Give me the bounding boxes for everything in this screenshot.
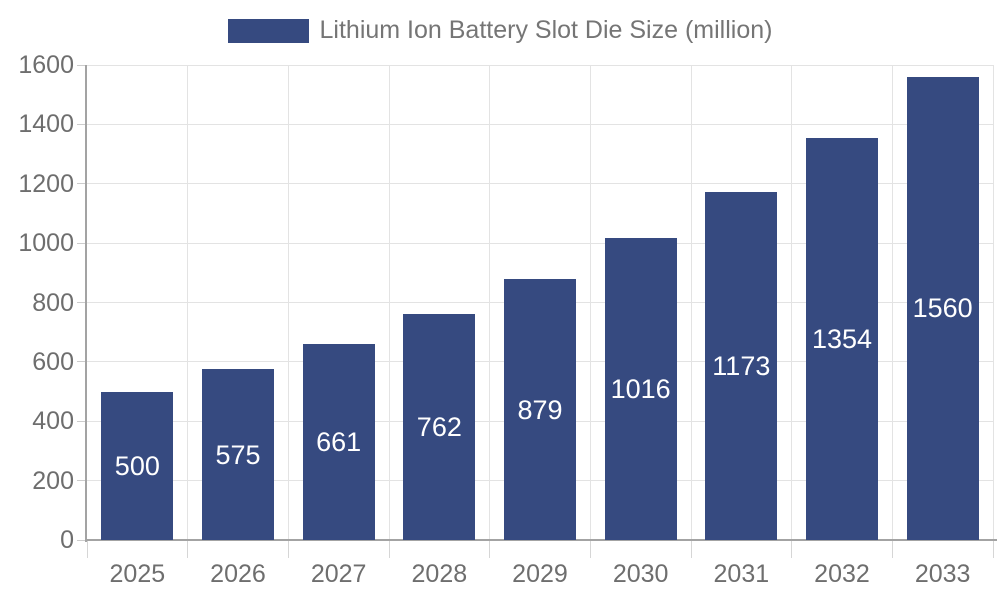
x-axis-tick [388, 541, 390, 558]
y-tick-label: 1000 [18, 229, 74, 258]
bar-value-label: 1560 [912, 293, 973, 324]
bar-value-label: 1173 [712, 350, 771, 381]
bar[interactable] [906, 76, 979, 540]
x-axis-tick [86, 541, 88, 558]
x-tick-label: 2025 [109, 560, 166, 588]
bar[interactable] [504, 279, 576, 540]
x-tick-label: 2033 [914, 560, 971, 588]
x-axis-tick [287, 541, 289, 558]
gridline-vertical [589, 65, 591, 540]
x-axis-tick [690, 541, 692, 558]
y-axis-tick [77, 242, 87, 244]
bar[interactable] [101, 391, 174, 540]
x-axis-tick [791, 541, 793, 558]
gridline-vertical [690, 65, 692, 540]
bar-value-label: 762 [416, 411, 462, 442]
x-tick-label: 2028 [411, 560, 468, 588]
y-axis-tick [77, 64, 87, 66]
y-tick-label: 1200 [18, 169, 74, 198]
bar[interactable] [302, 343, 375, 540]
y-axis-tick [77, 123, 87, 125]
bar[interactable] [806, 138, 878, 540]
bar-value-label: 1354 [811, 324, 873, 355]
gridline-vertical [187, 65, 189, 540]
x-axis-tick [489, 541, 491, 558]
x-tick-label: 2030 [612, 560, 669, 588]
x-tick-label: 2026 [210, 560, 266, 588]
gridline-vertical [791, 65, 793, 540]
gridline-vertical [489, 65, 491, 540]
x-tick-label: 2027 [310, 560, 367, 588]
x-tick-label: 2031 [713, 560, 770, 588]
x-tick-label: 2029 [512, 560, 568, 588]
y-axis-tick [77, 183, 87, 185]
x-axis-tick [589, 541, 591, 558]
y-axis-tick [77, 539, 87, 541]
x-axis-tick [891, 541, 893, 558]
x-axis-tick [187, 541, 189, 558]
bar-value-label: 500 [114, 450, 160, 481]
y-axis-tick [77, 302, 87, 303]
gridline-horizontal [87, 64, 993, 66]
legend-label: Lithium Ion Battery Slot Die Size (milli… [319, 16, 773, 44]
y-tick-label: 1600 [18, 51, 74, 79]
y-axis-line [85, 65, 87, 542]
y-tick-label: 800 [32, 288, 74, 317]
y-axis-tick [77, 361, 87, 363]
x-tick-label: 2032 [814, 560, 870, 588]
y-axis-tick [77, 420, 87, 422]
y-axis-tick [77, 480, 87, 482]
bar-value-label: 1016 [610, 374, 671, 405]
bar-value-label: 575 [215, 439, 261, 470]
gridline-horizontal [87, 123, 993, 125]
gridline-vertical [287, 65, 289, 540]
y-tick-label: 200 [32, 466, 74, 495]
legend-swatch-icon[interactable] [227, 18, 309, 43]
y-tick-label: 400 [32, 407, 74, 436]
y-tick-label: 600 [32, 347, 74, 376]
bar-value-label: 661 [316, 426, 362, 457]
bar[interactable] [604, 238, 677, 540]
bar-value-label: 879 [517, 394, 563, 425]
x-axis-tick [992, 541, 994, 558]
legend-item[interactable]: Lithium Ion Battery Slot Die Size (milli… [0, 16, 1000, 45]
x-axis-line [85, 539, 997, 541]
bar[interactable] [202, 369, 274, 540]
gridline-vertical [891, 65, 893, 540]
gridline-horizontal [87, 183, 993, 185]
y-tick-label: 0 [60, 526, 74, 554]
gridline-vertical [992, 65, 994, 540]
y-tick-label: 1400 [18, 110, 74, 139]
bar[interactable] [403, 313, 476, 540]
bar[interactable] [705, 191, 778, 540]
gridline-horizontal [87, 242, 993, 244]
gridline-vertical [388, 65, 390, 540]
